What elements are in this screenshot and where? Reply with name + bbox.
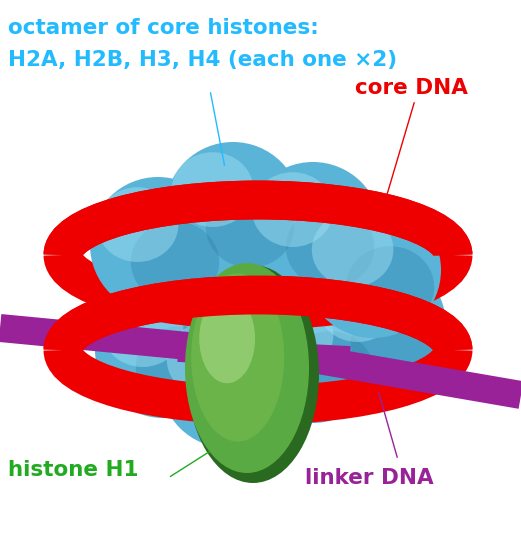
Text: H2A, H2B, H3, H4 (each one ×2): H2A, H2B, H3, H4 (each one ×2)	[8, 50, 397, 70]
Text: octamer of core histones:: octamer of core histones:	[8, 18, 319, 38]
Ellipse shape	[185, 263, 309, 473]
Ellipse shape	[312, 212, 393, 287]
Ellipse shape	[310, 257, 446, 393]
Ellipse shape	[252, 297, 333, 372]
Ellipse shape	[90, 177, 226, 313]
Ellipse shape	[245, 287, 381, 423]
Ellipse shape	[97, 187, 178, 262]
Polygon shape	[177, 338, 235, 365]
Ellipse shape	[167, 322, 249, 397]
Ellipse shape	[160, 312, 296, 448]
Ellipse shape	[286, 206, 374, 288]
Text: core DNA: core DNA	[355, 78, 468, 98]
Ellipse shape	[131, 221, 219, 303]
Ellipse shape	[187, 265, 319, 483]
Ellipse shape	[136, 326, 224, 408]
Ellipse shape	[252, 172, 333, 247]
Ellipse shape	[201, 356, 289, 438]
Text: histone H1: histone H1	[8, 460, 139, 480]
Ellipse shape	[206, 186, 294, 268]
Ellipse shape	[95, 282, 231, 418]
Ellipse shape	[351, 301, 439, 383]
Ellipse shape	[172, 152, 253, 227]
Ellipse shape	[305, 202, 441, 338]
Ellipse shape	[346, 246, 434, 328]
Ellipse shape	[245, 162, 381, 298]
Ellipse shape	[199, 294, 255, 383]
Ellipse shape	[102, 292, 183, 367]
Polygon shape	[293, 342, 521, 409]
Text: linker DNA: linker DNA	[305, 468, 433, 488]
Ellipse shape	[191, 274, 284, 441]
Ellipse shape	[165, 142, 301, 278]
Polygon shape	[289, 343, 351, 370]
Polygon shape	[0, 314, 231, 364]
Ellipse shape	[317, 267, 399, 342]
Ellipse shape	[286, 331, 374, 413]
